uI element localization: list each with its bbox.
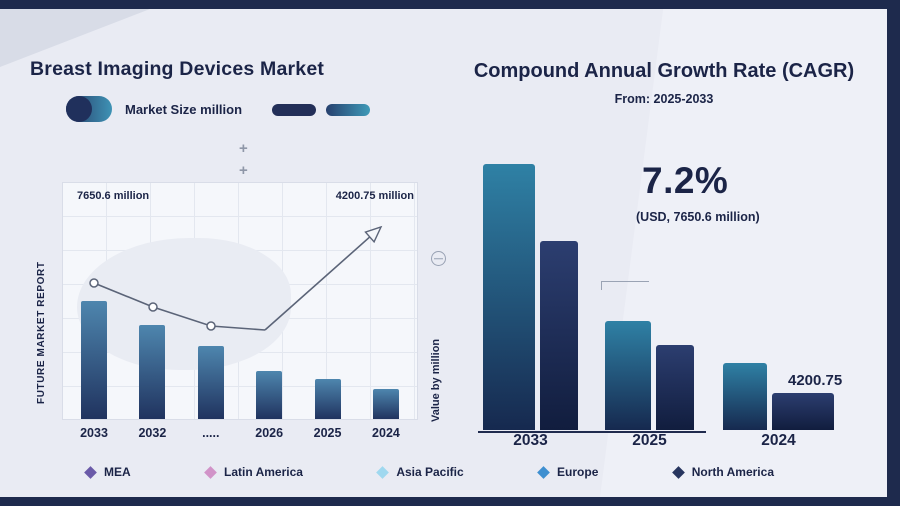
- right-strip-decor: [887, 0, 900, 506]
- diamond-icon: [671, 465, 685, 479]
- cagr-bar-secondary-2025: [656, 345, 694, 430]
- x-label: 2032: [138, 426, 167, 440]
- page-title: Breast Imaging Devices Market: [30, 58, 325, 80]
- x-label: 2026: [255, 426, 284, 440]
- market-size-legend: Market Size million: [66, 96, 242, 122]
- cagr-bar-primary-2033: [483, 164, 535, 430]
- plus-icon: +: [239, 162, 248, 179]
- legend-item-mea: MEA: [84, 465, 131, 479]
- cagr-bar-secondary-2033: [540, 241, 578, 430]
- market-chart-x-labels: 2033 2032 ..... 2026 2025 2024: [74, 426, 406, 440]
- market-bar-2033: [81, 301, 107, 419]
- legend-label: Latin America: [224, 465, 303, 479]
- annotation-4200: 4200.75 million: [335, 190, 414, 202]
- annotation-7650: 7650.6 million: [77, 190, 150, 202]
- cagr-percentage: 7.2%: [642, 160, 729, 201]
- top-strip-decor: [0, 0, 900, 9]
- cagr-caption: (USD, 7650.6 million): [636, 210, 760, 224]
- market-size-chart: 7650.6 million 4200.75 million: [62, 182, 418, 420]
- market-bar-mid: [197, 346, 224, 419]
- cagr-subtitle: From: 2025-2033: [614, 92, 714, 106]
- pill-navy-decor: [272, 104, 316, 116]
- x-label: 2033: [80, 426, 108, 440]
- circle-minus-icon: [431, 251, 446, 266]
- diamond-icon: [84, 465, 97, 479]
- market-size-icon-cap: [66, 96, 92, 122]
- step-line-decor: [601, 281, 649, 290]
- x-label: 2024: [372, 426, 400, 440]
- bar-group-2033: 2033: [483, 148, 578, 450]
- legend-item-europe: Europe: [537, 465, 599, 479]
- legend-pills: [272, 104, 370, 116]
- value-axis-label: Value by million: [430, 338, 442, 422]
- cagr-title: Compound Annual Growth Rate (CAGR): [473, 60, 855, 82]
- cagr-annotation-4200: 4200.75: [788, 372, 843, 389]
- legend-item-north-america: North America: [671, 465, 774, 479]
- cagr-x-label-2025: 2025: [632, 432, 667, 449]
- x-label: 2025: [313, 426, 342, 440]
- market-size-label: Market Size million: [125, 101, 243, 117]
- cagr-baseline: [478, 431, 706, 433]
- market-bar-2026: [256, 371, 283, 419]
- market-size-bars: [75, 183, 405, 419]
- cagr-x-label-2033: 2033: [513, 432, 548, 449]
- legend-label: MEA: [104, 465, 131, 479]
- legend-item-asia-pacific: Asia Pacific: [376, 465, 464, 479]
- cagr-bar-primary-2024: [723, 363, 767, 430]
- legend-item-latin-america: Latin America: [204, 465, 303, 479]
- cagr-x-label-2024: 2024: [761, 432, 796, 449]
- market-bar-2024: [372, 389, 399, 419]
- plus-icon: +: [239, 140, 248, 157]
- legend-label: Europe: [557, 465, 599, 479]
- cagr-chart: 2033 2025 2024 4200.75: [475, 148, 867, 450]
- bottom-strip-decor: [0, 497, 900, 506]
- cagr-bar-primary-2025: [605, 321, 651, 430]
- region-legend: MEA Latin America Asia Pacific Europe No…: [84, 462, 774, 482]
- market-size-icon: [66, 96, 112, 122]
- legend-label: Asia Pacific: [396, 465, 464, 479]
- x-label: .....: [202, 426, 220, 440]
- diamond-icon: [537, 465, 550, 479]
- pill-teal-decor: [326, 104, 370, 116]
- bar-group-2025: 2025: [605, 148, 694, 450]
- market-bar-2032: [139, 325, 166, 419]
- market-bar-2025: [314, 379, 341, 419]
- legend-label: North America: [691, 465, 774, 479]
- diamond-icon: [204, 465, 217, 479]
- future-market-report-watermark: FUTURE MARKET REPORT: [36, 261, 47, 404]
- cagr-bar-secondary-2024: [772, 393, 834, 430]
- bar-group-2024: 2024: [723, 148, 834, 450]
- diamond-icon: [376, 465, 390, 479]
